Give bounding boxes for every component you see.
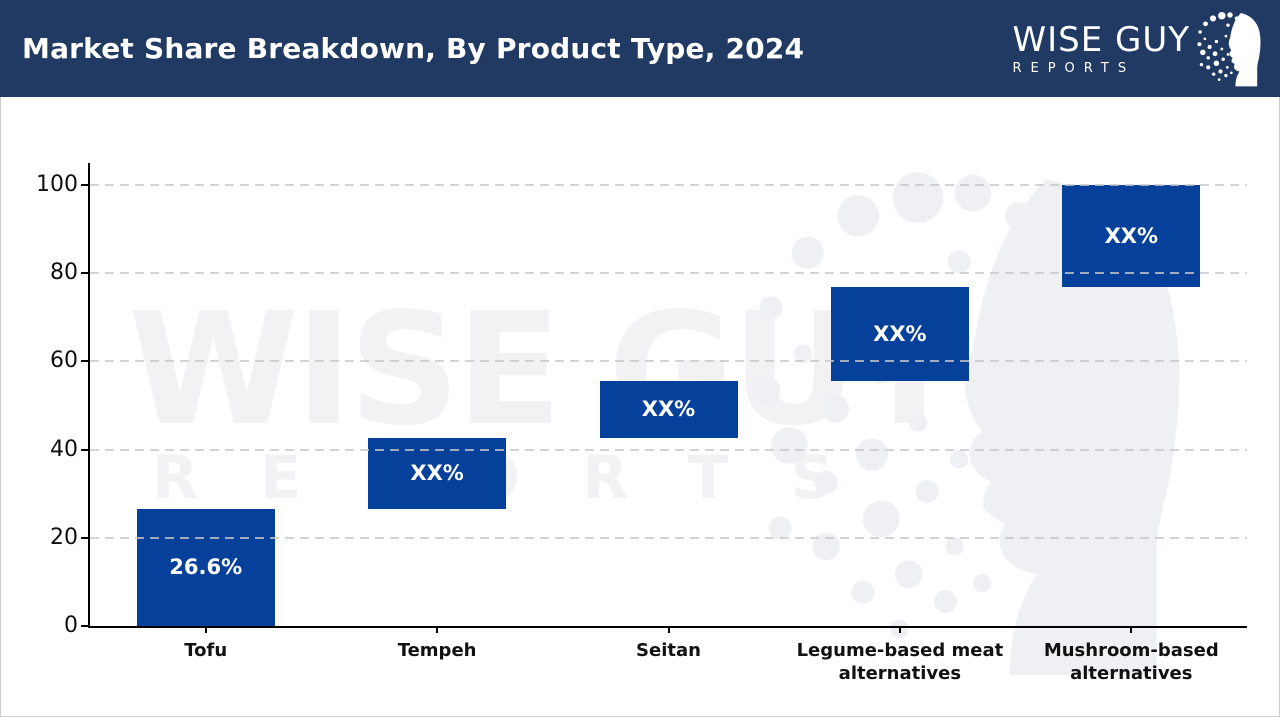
face-profile-icon	[1197, 11, 1261, 86]
bar-legume-based-meat-alternatives: XX%	[830, 287, 969, 381]
bar-value-label: XX%	[1104, 224, 1159, 249]
x-tick-mark	[204, 626, 207, 633]
bar-value-label: XX%	[873, 322, 927, 347]
bar-value-label: XX%	[641, 397, 696, 422]
x-tick-mark	[898, 626, 901, 633]
y-tick-mark	[81, 272, 88, 275]
x-category-label: Tofu	[184, 640, 228, 661]
wise-guy-logo: WISE GUY REPORTS	[1012, 8, 1264, 90]
x-category-label: Mushroom-based alternatives	[1043, 640, 1219, 684]
gridline-20	[90, 536, 1247, 539]
y-tick-label: 80	[50, 260, 78, 286]
gridline-100	[90, 184, 1247, 187]
x-category-label: Tempeh	[397, 640, 477, 661]
x-category-label: Legume-based meat alternatives	[796, 640, 1004, 684]
gridline-60	[90, 360, 1247, 363]
logo-wiseguy-text: WISE GUY	[1012, 19, 1190, 60]
x-category-label: Seitan	[636, 640, 701, 661]
bar-tofu: 26.6%	[136, 508, 275, 626]
bar-mushroom-based-alternatives: XX%	[1062, 185, 1201, 288]
y-tick-label: 20	[50, 524, 78, 550]
y-tick-mark	[81, 184, 88, 187]
logo-text: WISE GUY REPORTS	[1012, 23, 1190, 75]
header-bar: Market Share Breakdown, By Product Type,…	[0, 0, 1280, 97]
y-tick-mark	[81, 625, 88, 627]
x-tick-mark	[667, 626, 670, 633]
page-title: Market Share Breakdown, By Product Type,…	[22, 32, 805, 65]
gridline-40	[90, 448, 1247, 451]
watermark-wiseguy-text: WISE GUY	[128, 279, 965, 460]
y-tick-mark	[81, 448, 88, 451]
bar-seitan: XX%	[599, 380, 738, 439]
y-tick-label: 60	[50, 348, 78, 374]
x-tick-mark	[436, 626, 439, 633]
y-tick-mark	[81, 536, 88, 539]
gridline-80	[90, 272, 1247, 275]
y-tick-label: 40	[50, 436, 78, 462]
y-tick-label: 0	[64, 613, 78, 638]
bar-value-label: XX%	[410, 461, 464, 486]
plot-area: 0 20 40 60 80 100 26.6% Tofu XX% Tempeh XX% Seitan X…	[36, 163, 1247, 684]
y-tick-label: 100	[36, 172, 78, 198]
bar-value-label: 26.6%	[169, 555, 243, 580]
y-tick-mark	[81, 360, 88, 363]
logo-reports-text: REPORTS	[1012, 60, 1136, 76]
x-tick-mark	[1130, 626, 1133, 633]
